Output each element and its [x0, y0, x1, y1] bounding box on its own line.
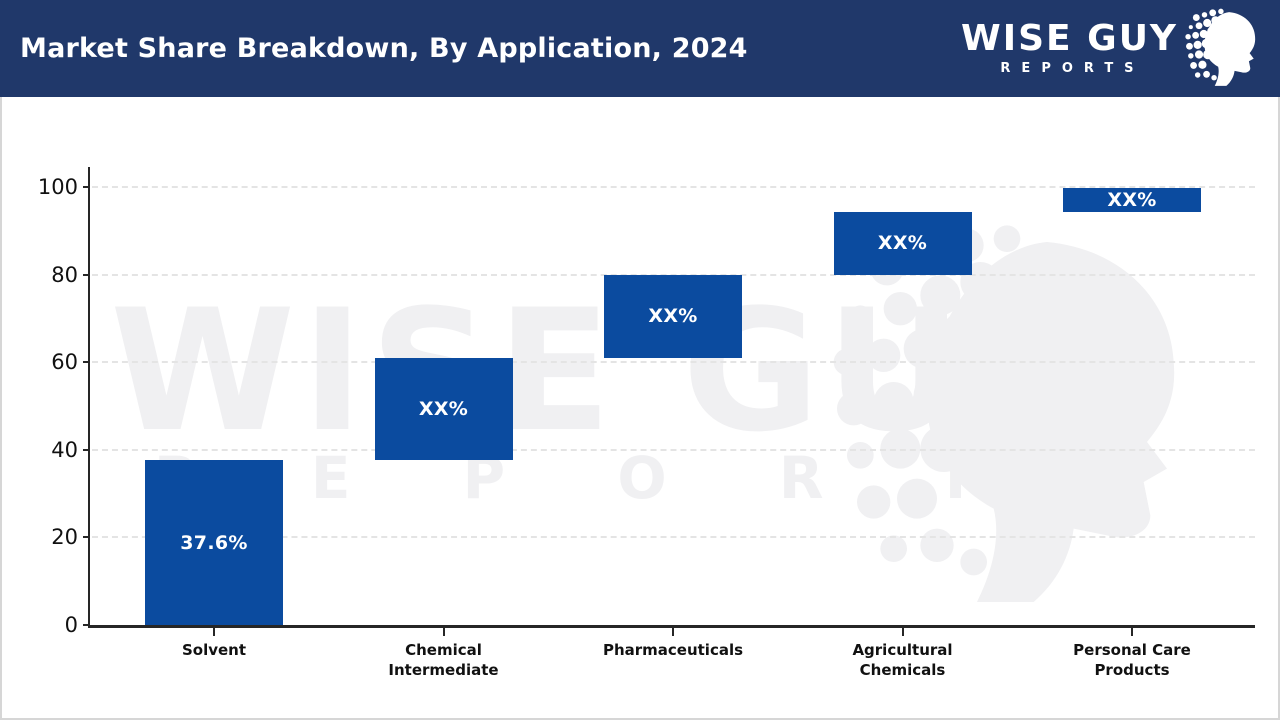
gridline-60 [92, 361, 1255, 364]
bar-value-label: XX% [648, 305, 698, 328]
x-tick-3 [672, 628, 674, 636]
bar-chemical-intermediate: XX% [374, 357, 513, 461]
y-tick-20 [83, 536, 90, 539]
x-tick-5 [1131, 628, 1133, 636]
gridline-20 [92, 536, 1255, 539]
x-category-label-line: Chemicals [859, 661, 946, 680]
x-tick-1 [213, 628, 215, 636]
y-tick-40 [83, 448, 90, 451]
x-category-label: Solvent [114, 640, 314, 660]
waterfall-chart: 0 20 40 60 80 100 37.6% Solvent XX% Chemical Inter… [2, 97, 1278, 718]
wiseguy-logo: WISE GUY REPORTS [961, 8, 1280, 90]
x-category-label: Chemical Intermediate [344, 640, 544, 681]
x-axis [88, 625, 1255, 628]
bar-agricultural-chemicals: XX% [833, 212, 972, 275]
y-axis [88, 167, 90, 628]
x-category-label-line: Chemical [405, 641, 482, 659]
bar-personal-care-products: XX% [1063, 187, 1201, 213]
y-tick-100 [83, 186, 90, 188]
x-category-label: Pharmaceuticals [573, 640, 773, 660]
x-category-label-line: Intermediate [388, 661, 499, 680]
y-tick-0 [83, 624, 90, 626]
x-category-label-line: Personal Care [1073, 641, 1191, 659]
x-category-label: Agricultural Chemicals [803, 640, 1003, 681]
bar-value-label: XX% [418, 398, 469, 421]
y-tick-60 [83, 361, 90, 364]
bar-value-label: XX% [877, 232, 928, 255]
y-tick-label-100: 100 [37, 175, 78, 199]
y-tick-80 [83, 273, 90, 276]
gridline-100 [92, 186, 1255, 188]
x-category-label-line: Pharmaceuticals [602, 641, 744, 659]
wiseguy-logo-text: WISE GUY REPORTS [960, 18, 1178, 77]
x-category-label-line: Agricultural [852, 641, 953, 659]
y-tick-label-40: 40 [51, 437, 78, 462]
header-bar: Market Share Breakdown, By Application, … [0, 0, 1280, 97]
y-tick-label-60: 60 [51, 350, 78, 375]
chart-canvas: WISE GUY R E P O R T S 0 20 40 60 80 100 37.6%… [0, 97, 1280, 720]
bar-pharmaceuticals: XX% [604, 274, 742, 358]
x-category-label-line: Solvent [181, 641, 247, 659]
y-tick-label-0: 0 [64, 613, 78, 637]
x-tick-4 [901, 628, 904, 636]
wiseguy-face-icon [1185, 8, 1256, 86]
y-tick-label-20: 20 [51, 525, 78, 550]
bar-value-label: 37.6% [180, 531, 248, 554]
gridline-40 [92, 448, 1255, 451]
x-tick-2 [442, 628, 445, 636]
x-category-label-line: Products [1094, 661, 1170, 680]
page-title: Market Share Breakdown, By Application, … [20, 33, 748, 64]
logo-wordmark: WISE GUY [960, 18, 1178, 59]
bar-solvent: 37.6% [145, 460, 283, 625]
logo-subtitle: REPORTS [1000, 61, 1145, 76]
y-tick-label-80: 80 [51, 262, 78, 287]
bar-value-label: XX% [1107, 189, 1157, 212]
x-category-label: Personal Care Products [1032, 640, 1232, 681]
